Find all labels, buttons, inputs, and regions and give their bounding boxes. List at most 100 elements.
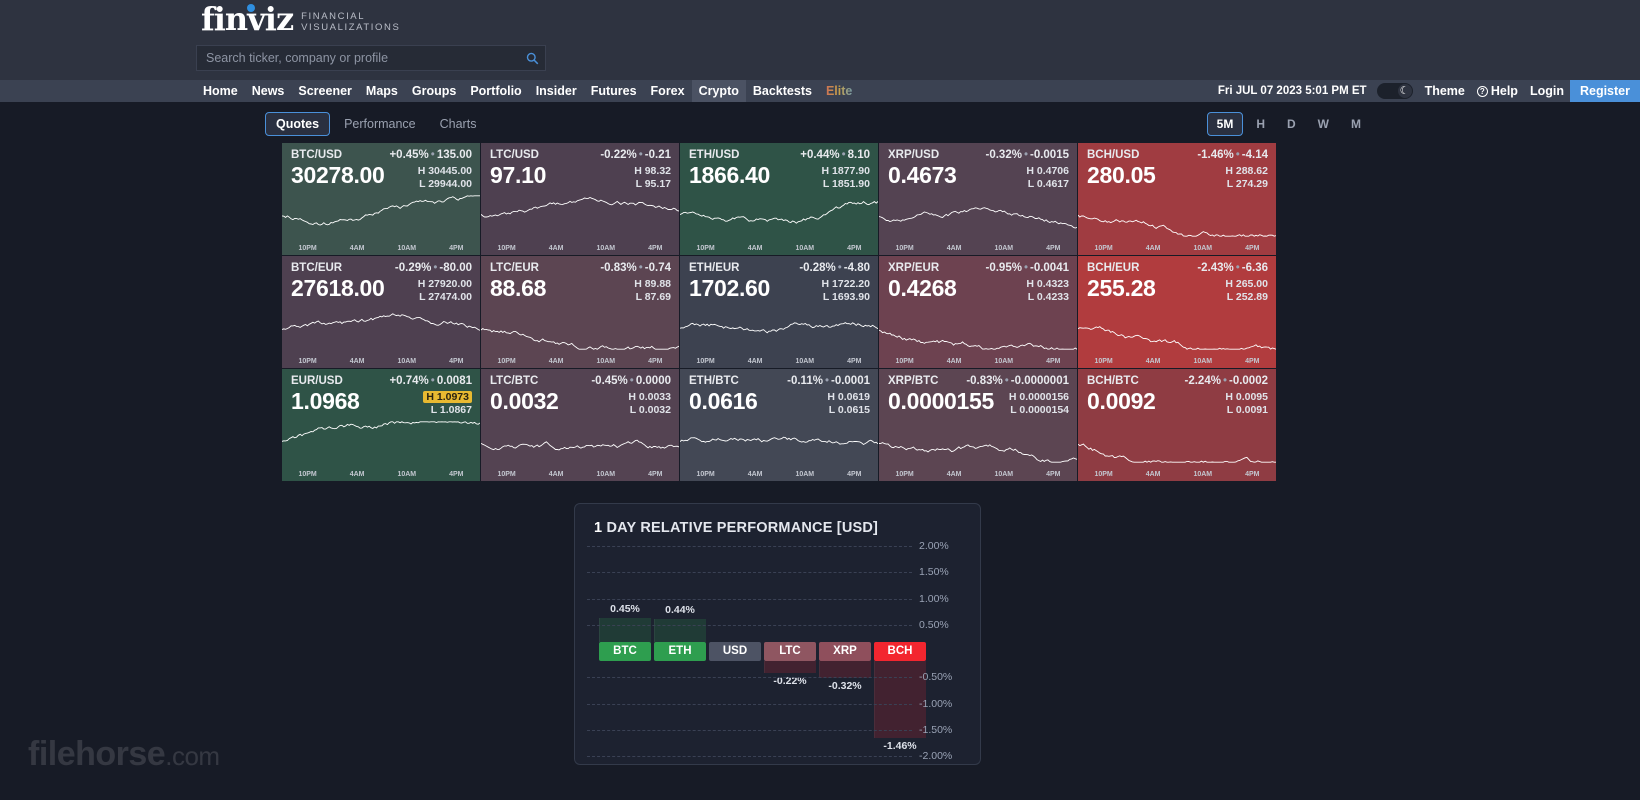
chart-bar-column[interactable]: USD (709, 546, 761, 756)
tile-axis-label: 4PM (1046, 470, 1061, 478)
chart-bar-column[interactable]: XRP -0.32% (819, 546, 871, 756)
chart-bar-column[interactable]: ETH 0.44% (654, 546, 706, 756)
quote-tile[interactable]: XRP/USD -0.32% • -0.0015 0.4673 H 0.4706 L 0.4… (879, 143, 1077, 255)
tile-axis-label: 4AM (747, 470, 763, 478)
chart-bar-label-btc[interactable]: BTC (599, 642, 651, 661)
login-button[interactable]: Login (1529, 84, 1564, 98)
chart-bar-label-eth[interactable]: ETH (654, 642, 706, 661)
nav-item-groups[interactable]: Groups (411, 84, 457, 98)
chart-gridline (587, 677, 912, 679)
tile-change-absolute: 8.10 (847, 149, 870, 161)
chart-gridline (587, 598, 912, 600)
tile-low: L 274.29 (1226, 178, 1268, 190)
tile-axis-label: 4AM (349, 357, 365, 365)
nav-item-forex[interactable]: Forex (650, 84, 685, 98)
tile-change: -0.83% • -0.0000001 (966, 375, 1069, 387)
chart-bar-label-xrp[interactable]: XRP (819, 642, 871, 661)
tile-sparkline (680, 436, 878, 446)
timeframe-d[interactable]: D (1287, 117, 1296, 131)
nav-item-insider[interactable]: Insider (535, 84, 577, 98)
tile-axis-label: 4PM (449, 357, 464, 365)
quote-tile[interactable]: BCH/EUR -2.43% • -6.36 255.28 H 265.00 L 252.8… (1078, 256, 1276, 368)
nav-item-news[interactable]: News (251, 84, 285, 98)
quote-tile[interactable]: XRP/EUR -0.95% • -0.0041 0.4268 H 0.4323 L 0.4… (879, 256, 1077, 368)
chart-gridline (587, 546, 912, 547)
nav-item-screener[interactable]: Screener (298, 84, 352, 98)
timeframe-h[interactable]: H (1256, 117, 1265, 131)
quote-tile[interactable]: EUR/USD +0.74% • 0.0081 1.0968 H 1.0973 L 1.08… (282, 369, 480, 481)
tile-axis-label: 4AM (349, 470, 365, 478)
tile-price: 0.4268 (888, 275, 957, 301)
tile-change-percent: -0.83% (966, 375, 1003, 387)
quote-tile[interactable]: BCH/USD -1.46% • -4.14 280.05 H 288.62 L 274.2… (1078, 143, 1276, 255)
tile-axis-label: 4PM (648, 244, 663, 252)
quote-tile[interactable]: LTC/USD -0.22% • -0.21 97.10 H 98.32 L 95.17 10… (481, 143, 679, 255)
quote-tile[interactable]: BTC/EUR -0.29% • -80.00 27618.00 H 27920.00 L … (282, 256, 480, 368)
quote-tile[interactable]: ETH/EUR -0.28% • -4.80 1702.60 H 1722.20 L 169… (680, 256, 878, 368)
question-circle-icon: ? (1476, 85, 1488, 97)
tile-change-percent: -0.45% (591, 375, 628, 387)
tile-time-axis: 10PM 4AM 10AM 4PM (481, 356, 679, 366)
tile-axis-label: 4AM (1145, 244, 1161, 252)
nav-item-backtests[interactable]: Backtests (752, 84, 812, 98)
theme-toggle[interactable]: ☾ (1376, 83, 1413, 99)
chart-bar-column[interactable]: LTC -0.22% (764, 546, 816, 756)
timeframe-w[interactable]: W (1317, 117, 1329, 131)
quote-tile[interactable]: ETH/BTC -0.11% • -0.0001 0.0616 H 0.0619 L 0.0… (680, 369, 878, 481)
tile-axis-label: 10PM (696, 470, 715, 478)
nav-item-portfolio[interactable]: Portfolio (470, 84, 522, 98)
tile-high-low: H 265.00 L 252.89 (1225, 278, 1268, 304)
quote-tile[interactable]: LTC/BTC -0.45% • 0.0000 0.0032 H 0.0033 L 0.00… (481, 369, 679, 481)
quote-tile[interactable]: XRP/BTC -0.83% • -0.0000001 0.0000155 H 0.000… (879, 369, 1077, 481)
help-link[interactable]: ? Help (1471, 84, 1524, 98)
tile-change-absolute: 0.0081 (436, 375, 472, 387)
tab-quotes[interactable]: Quotes (265, 112, 331, 136)
tile-time-axis: 10PM 4AM 10AM 4PM (879, 356, 1077, 366)
tab-performance[interactable]: Performance (344, 117, 416, 131)
tile-axis-label: 10AM (994, 357, 1014, 365)
tile-change-percent: -0.95% (985, 262, 1022, 274)
nav-item-elite[interactable]: Elite (819, 80, 859, 102)
theme-label[interactable]: Theme (1424, 84, 1465, 98)
tile-axis-label: 10PM (1094, 470, 1113, 478)
nav-item-maps[interactable]: Maps (365, 84, 398, 98)
quote-tile[interactable]: LTC/EUR -0.83% • -0.74 88.68 H 89.88 L 87.69 10… (481, 256, 679, 368)
tile-change-absolute: -0.0001 (830, 375, 870, 387)
tile-high-value: H 0.0033 (628, 391, 671, 403)
nav-item-futures[interactable]: Futures (590, 84, 637, 98)
quote-tile[interactable]: BTC/USD +0.45% • 135.00 30278.00 H 30445.00 L … (282, 143, 480, 255)
tile-change: -0.83% • -0.74 (600, 262, 671, 274)
timeframe-5m[interactable]: 5M (1206, 112, 1244, 136)
chart-bar-label-ltc[interactable]: LTC (764, 642, 816, 661)
search-box[interactable] (196, 45, 546, 71)
chart-bar-label-usd[interactable]: USD (709, 642, 761, 661)
quote-tile[interactable]: BCH/BTC -2.24% • -0.0002 0.0092 H 0.0095 L 0.0… (1078, 369, 1276, 481)
chart-bar-column[interactable]: BCH -1.46% (874, 546, 926, 756)
timeframe-m[interactable]: M (1351, 117, 1361, 131)
nav-item-crypto[interactable]: Crypto (691, 80, 746, 102)
chart-bar-column[interactable]: BTC 0.45% (599, 546, 651, 756)
nav-item-home[interactable]: Home (203, 84, 238, 98)
chart-bar-label-bch[interactable]: BCH (874, 642, 926, 661)
tile-high-low: H 0.4706 L 0.4617 (1026, 165, 1069, 191)
register-button[interactable]: Register (1569, 80, 1640, 102)
tile-axis-label: 10AM (596, 357, 616, 365)
tile-axis-label: 4AM (548, 357, 564, 365)
search-icon[interactable] (519, 52, 545, 65)
brand-logo[interactable]: finviz FINANCIAL VISUALIZATIONS (201, 3, 400, 35)
tile-change-percent: -0.11% (787, 375, 823, 387)
tile-axis-label: 10PM (497, 244, 516, 252)
tile-change: -1.46% • -4.14 (1197, 149, 1268, 161)
tile-time-axis: 10PM 4AM 10AM 4PM (481, 243, 679, 253)
tile-time-axis: 10PM 4AM 10AM 4PM (680, 243, 878, 253)
search-input[interactable] (197, 51, 519, 65)
tile-high-low: H 98.32 L 95.17 (634, 165, 671, 191)
tile-high-value: H 30445.00 (417, 165, 472, 177)
tile-axis-label: 10PM (696, 244, 715, 252)
tile-symbol: BCH/USD (1087, 149, 1140, 161)
tile-price: 0.4673 (888, 162, 957, 188)
quote-tile[interactable]: ETH/USD +0.44% • 8.10 1866.40 H 1877.90 L 1851… (680, 143, 878, 255)
tab-charts[interactable]: Charts (439, 117, 477, 131)
tile-high: H 98.32 (634, 165, 671, 178)
tile-high-low: H 0.0619 L 0.0615 (827, 391, 870, 417)
